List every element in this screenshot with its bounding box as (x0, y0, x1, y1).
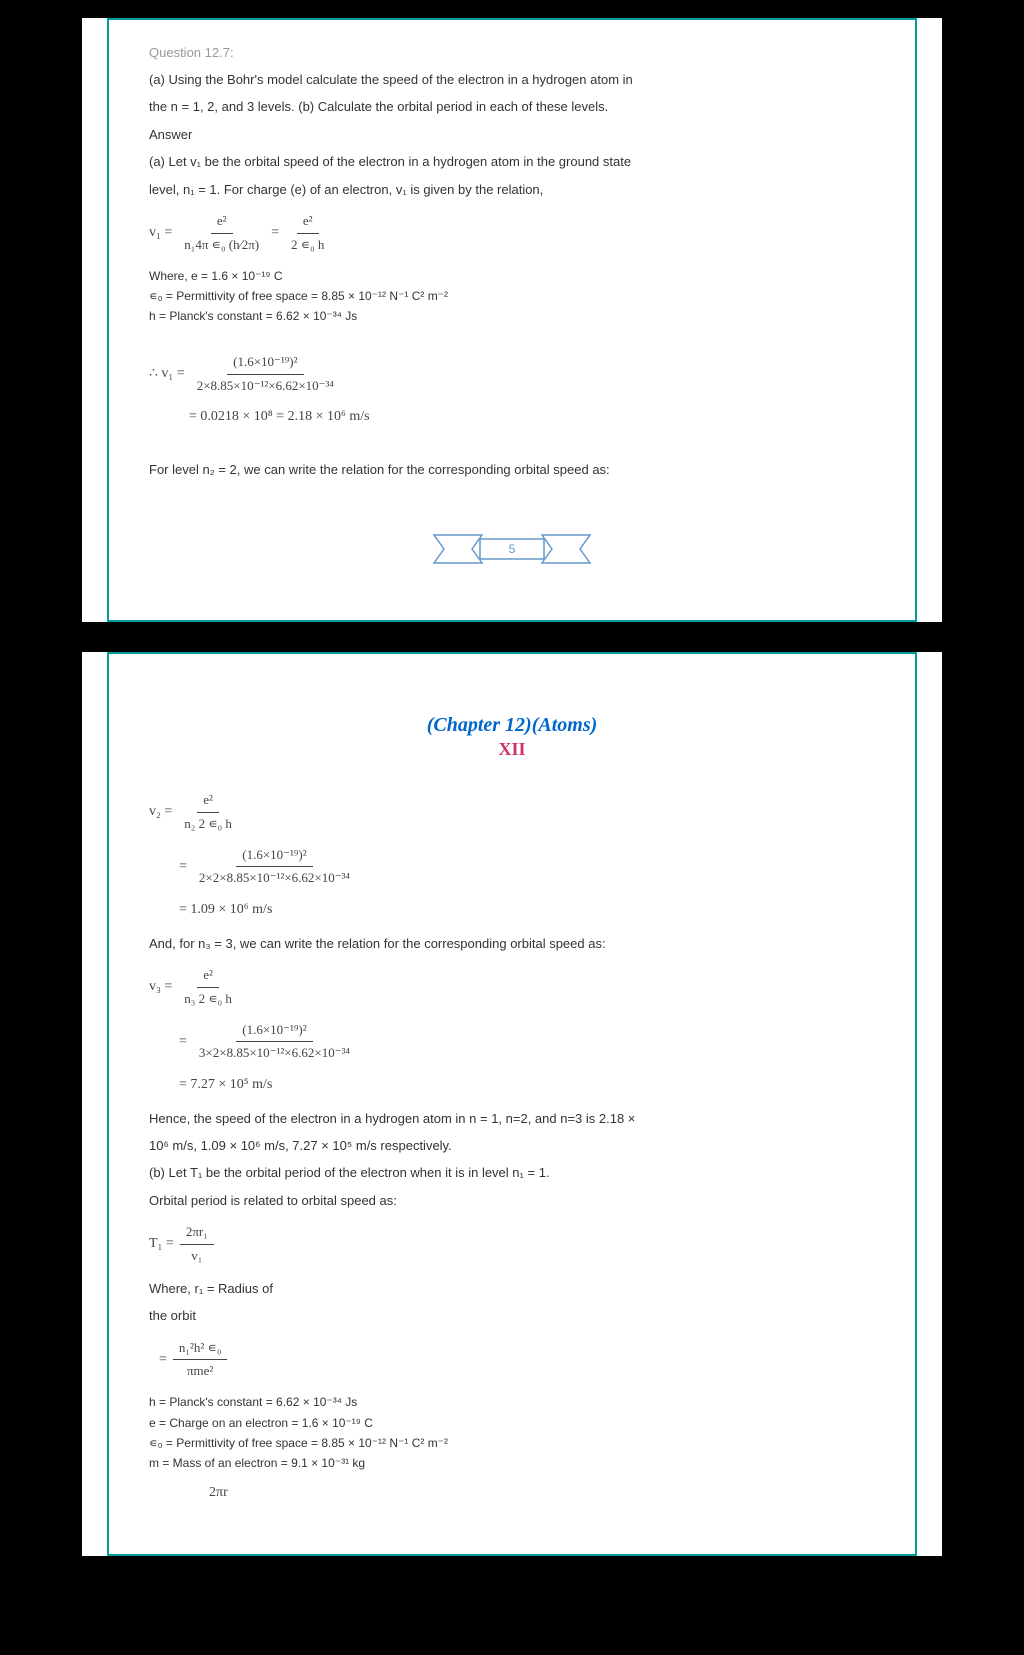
v3-frac1-den: n₃ 2 ∊₀ h (178, 988, 238, 1010)
calc-result: = 0.0218 × 10⁸ = 2.18 × 10⁶ m/s (149, 406, 875, 428)
question-text-a: (a) Using the Bohr's model calculate the… (149, 68, 875, 91)
answer-label: Answer (149, 123, 875, 146)
v3-frac1-num: e² (197, 965, 219, 988)
v2-frac1-num: e² (197, 790, 219, 813)
v3-equals: = (179, 1031, 187, 1053)
permittivity: ∊₀ = Permittivity of free space = 8.85 ×… (149, 286, 875, 306)
part-b-intro: (b) Let T₁ be the orbital period of the … (149, 1161, 875, 1184)
t1-den: v₁ (185, 1245, 208, 1267)
v2-fraction-1: e² n₂ 2 ∊₀ h (178, 790, 238, 835)
v1-fraction-1: e² n₁4π ∊₀ (h⁄2π) (178, 211, 265, 256)
v1-frac1-num: e² (211, 211, 233, 234)
v1-frac2-num: e² (297, 211, 319, 234)
electron-mass: m = Mass of an electron = 9.1 × 10⁻³¹ kg (149, 1453, 875, 1473)
v3-result: = 7.27 × 10⁵ m/s (149, 1074, 875, 1096)
chapter-title: (Chapter 12)(Atoms) (149, 714, 875, 737)
r-den: πme² (181, 1360, 219, 1382)
r-num: n₁²h² ∊₀ (173, 1338, 227, 1361)
calc-num: (1.6×10⁻¹⁹)² (227, 352, 303, 375)
v1-fraction-2: e² 2 ∊₀ h (285, 211, 330, 256)
formula-v2-calc: = (1.6×10⁻¹⁹)² 2×2×8.85×10⁻¹²×6.62×10⁻³⁴ (149, 845, 875, 890)
e-charge: e = Charge on an electron = 1.6 × 10⁻¹⁹ … (149, 1413, 875, 1433)
answer-line-1: (a) Let v₁ be the orbital speed of the e… (149, 150, 875, 173)
formula-r: = n₁²h² ∊₀ πme² (149, 1338, 875, 1383)
t1-fraction: 2πr₁ v₁ (180, 1222, 214, 1267)
formula-v3: v₃ = e² n₃ 2 ∊₀ h (149, 965, 875, 1010)
n3-intro: And, for n₃ = 3, we can write the relati… (149, 932, 875, 955)
trailing-formula: 2πr (149, 1482, 875, 1504)
v2-fraction-2: (1.6×10⁻¹⁹)² 2×2×8.85×10⁻¹²×6.62×10⁻³⁴ (193, 845, 356, 890)
the-orbit: the orbit (149, 1304, 875, 1327)
v3-fraction-1: e² n₃ 2 ∊₀ h (178, 965, 238, 1010)
planck-constant: h = Planck's constant = 6.62 × 10⁻³⁴ Js (149, 306, 875, 326)
formula-v1-calc: ∴ v₁ = (1.6×10⁻¹⁹)² 2×8.85×10⁻¹²×6.62×10… (149, 352, 875, 397)
v3-fraction-2: (1.6×10⁻¹⁹)² 3×2×8.85×10⁻¹²×6.62×10⁻³⁴ (193, 1020, 356, 1065)
level2-intro: For level n₂ = 2, we can write the relat… (149, 458, 875, 481)
page-content-frame: Question 12.7: (a) Using the Bohr's mode… (107, 18, 917, 622)
calc-den: 2×8.85×10⁻¹²×6.62×10⁻³⁴ (191, 375, 340, 397)
t1-num: 2πr₁ (180, 1222, 214, 1245)
v2-lhs: v₂ = (149, 801, 172, 823)
v1-frac1-den: n₁4π ∊₀ (h⁄2π) (178, 234, 265, 256)
document-page-2: (Chapter 12)(Atoms) XII v₂ = e² n₂ 2 ∊₀ … (82, 652, 942, 1556)
formula-v1: v₁ = e² n₁4π ∊₀ (h⁄2π) = e² 2 ∊₀ h (149, 211, 875, 256)
v3-lhs: v₃ = (149, 976, 172, 998)
v3-frac2-num: (1.6×10⁻¹⁹)² (236, 1020, 312, 1043)
r-fraction: n₁²h² ∊₀ πme² (173, 1338, 227, 1383)
r-equals: = (159, 1349, 167, 1371)
where-e: Where, e = 1.6 × 10⁻¹⁹ C (149, 266, 875, 286)
where-r: Where, r₁ = Radius of (149, 1277, 875, 1300)
answer-line-2: level, n₁ = 1. For charge (e) of an elec… (149, 178, 875, 201)
v1-equals: = (271, 222, 279, 244)
v2-frac2-den: 2×2×8.85×10⁻¹²×6.62×10⁻³⁴ (193, 867, 356, 889)
hence-line-1: Hence, the speed of the electron in a hy… (149, 1107, 875, 1130)
document-page-1: Question 12.7: (a) Using the Bohr's mode… (82, 18, 942, 622)
page-number: 5 (509, 542, 516, 556)
ribbon-icon: 5 (432, 531, 592, 567)
calc-lhs: ∴ v₁ = (149, 363, 185, 385)
formula-v3-calc: = (1.6×10⁻¹⁹)² 3×2×8.85×10⁻¹²×6.62×10⁻³⁴ (149, 1020, 875, 1065)
v2-frac2-num: (1.6×10⁻¹⁹)² (236, 845, 312, 868)
orbital-relation: Orbital period is related to orbital spe… (149, 1189, 875, 1212)
t1-lhs: T₁ = (149, 1233, 174, 1255)
h-constant: h = Planck's constant = 6.62 × 10⁻³⁴ Js (149, 1392, 875, 1412)
formula-t1: T₁ = 2πr₁ v₁ (149, 1222, 875, 1267)
v1-frac2-den: 2 ∊₀ h (285, 234, 330, 256)
calc-fraction: (1.6×10⁻¹⁹)² 2×8.85×10⁻¹²×6.62×10⁻³⁴ (191, 352, 340, 397)
question-text-b: the n = 1, 2, and 3 levels. (b) Calculat… (149, 95, 875, 118)
permittivity-2: ∊₀ = Permittivity of free space = 8.85 ×… (149, 1433, 875, 1453)
page-content-frame-2: (Chapter 12)(Atoms) XII v₂ = e² n₂ 2 ∊₀ … (107, 652, 917, 1556)
question-label: Question 12.7: (149, 45, 875, 60)
page-number-ribbon: 5 (149, 531, 875, 570)
v1-lhs: v₁ = (149, 222, 172, 244)
v2-result: = 1.09 × 10⁶ m/s (149, 899, 875, 921)
class-xii-label: XII (149, 739, 875, 760)
formula-v2: v₂ = e² n₂ 2 ∊₀ h (149, 790, 875, 835)
v2-equals: = (179, 856, 187, 878)
v2-frac1-den: n₂ 2 ∊₀ h (178, 813, 238, 835)
v3-frac2-den: 3×2×8.85×10⁻¹²×6.62×10⁻³⁴ (193, 1042, 356, 1064)
hence-line-2: 10⁶ m/s, 1.09 × 10⁶ m/s, 7.27 × 10⁵ m/s … (149, 1134, 875, 1157)
